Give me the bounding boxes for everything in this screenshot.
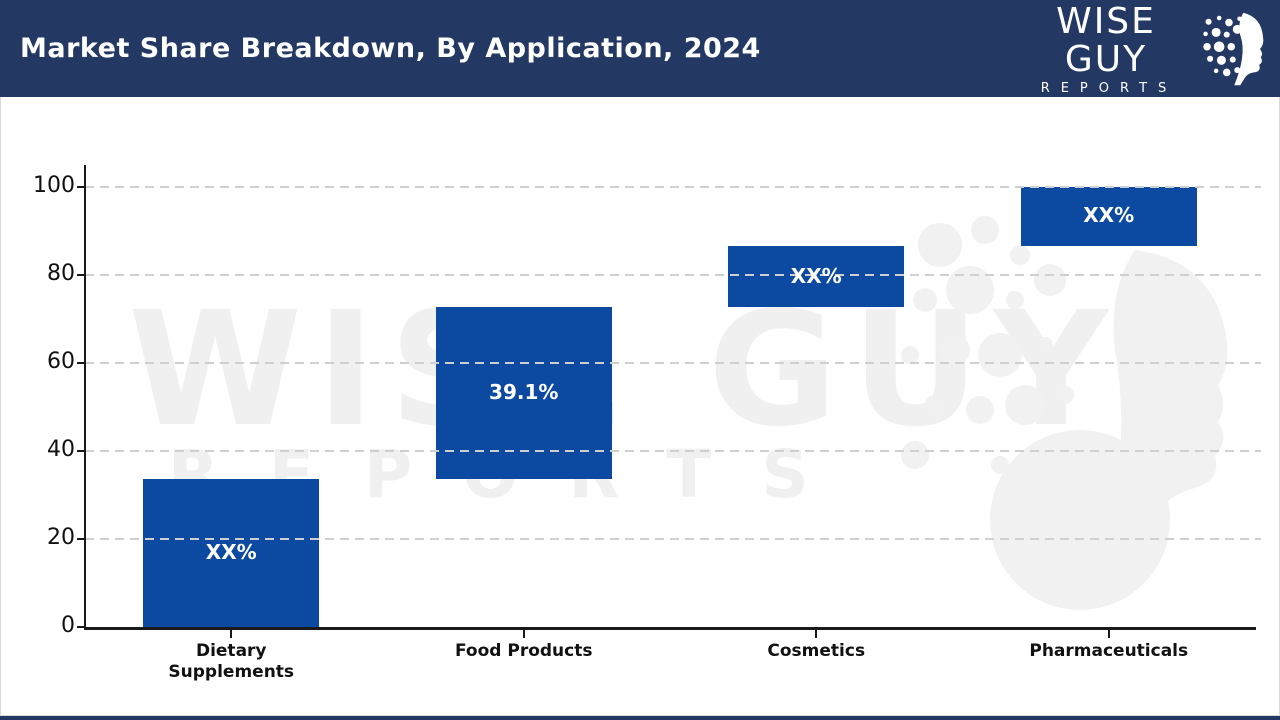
bar-segment [143, 479, 320, 627]
x-axis [84, 627, 1256, 630]
page-title: Market Share Breakdown, By Application, … [20, 33, 761, 64]
brand-logo-text: WISE GUY REPORTS [1016, 0, 1196, 96]
x-tick-mark [1107, 630, 1110, 638]
gridline-100 [85, 185, 1261, 188]
bar-segment [728, 246, 905, 308]
x-tick-mark [230, 630, 233, 638]
gridline-40 [85, 449, 1261, 452]
gridline-80 [85, 273, 1261, 276]
brand-subname: REPORTS [1040, 80, 1178, 96]
x-category-label: Pharmaceuticals [1029, 641, 1189, 661]
brand-logo: WISE GUY REPORTS [1016, 2, 1266, 96]
x-category-label: Food Products [455, 641, 593, 661]
y-tick-label: 40 [47, 436, 75, 462]
y-tick-mark [77, 537, 85, 540]
bar-value-label: XX% [790, 263, 842, 288]
footer-bar [0, 716, 1280, 720]
y-tick-mark [77, 361, 85, 364]
y-tick-mark [77, 185, 85, 188]
x-tick-mark [522, 630, 525, 638]
x-category-label: Cosmetics [767, 641, 866, 661]
y-tick-label: 0 [61, 613, 75, 638]
footer-hairline [0, 715, 1280, 716]
y-tick-label: 20 [47, 524, 75, 550]
header-bar: Market Share Breakdown, By Application, … [0, 0, 1280, 97]
bar-value-label: XX% [205, 540, 257, 565]
bar-segment [1020, 186, 1197, 247]
x-category-label: Dietary Supplements [168, 641, 295, 682]
y-tick-label: 60 [47, 348, 75, 374]
bar-value-label: XX% [1083, 203, 1135, 228]
y-tick-label: 100 [33, 172, 75, 198]
y-axis [84, 165, 86, 630]
bar-value-label: 39.1% [489, 380, 559, 405]
gridline-60 [85, 361, 1261, 364]
y-tick-mark [77, 273, 85, 276]
gridline-20 [85, 537, 1261, 540]
x-tick-mark [815, 630, 818, 638]
y-tick-label: 80 [47, 260, 75, 286]
dotted-face-profile-icon [1203, 12, 1264, 86]
brand-name: WISE GUY [1056, 0, 1156, 80]
y-tick-mark [77, 449, 85, 452]
y-tick-mark [77, 626, 85, 628]
